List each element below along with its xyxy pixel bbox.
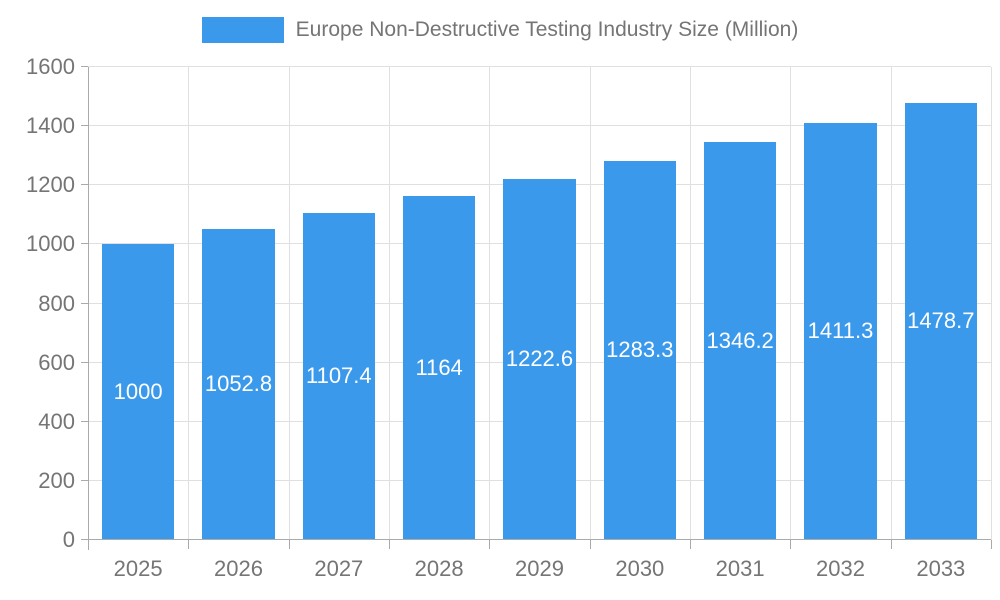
- bar: 1107.4: [302, 212, 375, 540]
- y-axis-label: 600: [38, 349, 75, 375]
- y-axis-tick: [81, 184, 88, 186]
- bar-value-label: 1052.8: [204, 371, 273, 397]
- bar-value-label: 1411.3: [807, 318, 874, 344]
- x-axis-tick: [388, 540, 390, 549]
- y-axis-label: 1600: [26, 54, 75, 79]
- x-axis-tick: [188, 540, 190, 549]
- x-axis-tick: [991, 540, 992, 549]
- x-gridline: [188, 67, 190, 540]
- x-axis-label: 2028: [414, 556, 464, 581]
- y-axis-tick: [81, 125, 88, 127]
- y-axis-tick: [81, 302, 88, 304]
- x-gridline: [589, 67, 591, 540]
- y-gridline: [88, 125, 991, 127]
- y-axis-label: 800: [38, 290, 75, 316]
- y-axis-tick: [81, 479, 88, 481]
- y-axis-label: 400: [38, 408, 75, 434]
- bar-value-label: 1164: [415, 354, 463, 380]
- chart-legend[interactable]: Europe Non-Destructive Testing Industry …: [0, 17, 1000, 43]
- bar-value-label: 1478.7: [907, 308, 975, 334]
- x-axis-label: 2030: [615, 556, 665, 581]
- x-gridline: [388, 67, 390, 540]
- x-axis-tick: [489, 540, 491, 549]
- y-axis-tick: [81, 539, 88, 540]
- x-axis-label: 2031: [715, 556, 765, 581]
- bar: 1222.6: [503, 178, 576, 540]
- y-axis-tick: [81, 361, 88, 363]
- bar: 1000: [102, 244, 175, 540]
- bar: 1411.3: [804, 122, 877, 540]
- y-gridline: [88, 66, 991, 67]
- bar-value-label: 1000: [113, 379, 163, 405]
- bar: 1283.3: [603, 160, 676, 540]
- x-axis-label: 2029: [515, 556, 564, 581]
- y-axis-label: 200: [38, 467, 75, 493]
- bar-value-label: 1222.6: [505, 346, 574, 372]
- x-axis-tick: [890, 540, 892, 549]
- bar: 1478.7: [904, 102, 977, 540]
- x-axis-label: 2026: [214, 556, 263, 581]
- y-axis-label: 1400: [26, 113, 75, 139]
- x-gridline: [489, 67, 491, 540]
- x-axis-tick: [790, 540, 792, 549]
- bar-value-label: 1283.3: [606, 337, 674, 363]
- bar: 1164: [403, 195, 476, 540]
- bar-value-label: 1107.4: [305, 363, 372, 389]
- y-axis-tick: [81, 66, 88, 67]
- x-axis-label: 2027: [314, 556, 364, 581]
- x-axis-label: 2032: [816, 556, 865, 581]
- bar: 1052.8: [202, 228, 275, 540]
- legend-label[interactable]: Europe Non-Destructive Testing Industry …: [295, 18, 799, 41]
- x-axis-tick: [589, 540, 591, 549]
- bar-value-label: 1346.2: [706, 328, 774, 354]
- x-gridline: [689, 67, 691, 540]
- y-axis-label: 0: [62, 527, 75, 552]
- x-gridline: [790, 67, 792, 540]
- x-axis-tick: [689, 540, 691, 549]
- y-axis-tick: [81, 243, 88, 245]
- y-axis-label: 1000: [26, 231, 75, 257]
- legend-swatch[interactable]: [201, 17, 284, 43]
- x-gridline: [890, 67, 892, 540]
- y-axis-tick: [81, 420, 88, 422]
- x-axis-line: [88, 539, 991, 540]
- plot-area: 0 200 400 600 800 1000 1200 1400 1600 1000 2025 105…: [26, 54, 992, 581]
- x-axis-label: 2025: [113, 556, 163, 581]
- x-axis-tick: [288, 540, 290, 549]
- y-axis-line: [88, 67, 89, 550]
- x-gridline: [288, 67, 290, 540]
- y-axis-label: 1200: [26, 172, 75, 198]
- x-axis-label: 2033: [916, 556, 966, 581]
- bar: 1346.2: [704, 142, 777, 540]
- x-gridline: [991, 67, 992, 540]
